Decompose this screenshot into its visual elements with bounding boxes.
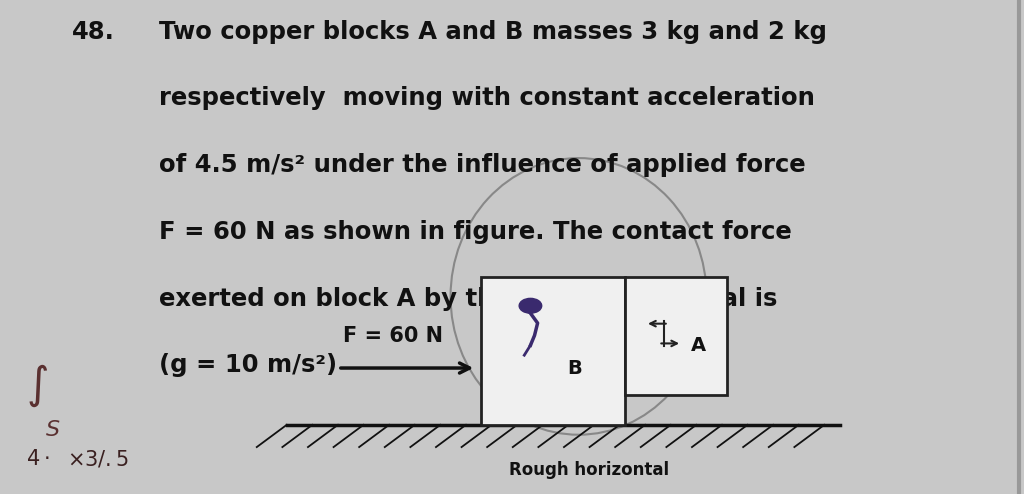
Text: Rough horizontal: Rough horizontal: [509, 461, 669, 479]
Text: $\times 3/.5$: $\times 3/.5$: [67, 449, 128, 470]
Text: exerted on block A by the rough horizontal is: exerted on block A by the rough horizont…: [159, 287, 777, 311]
Text: F = 60 N as shown in figure. The contact force: F = 60 N as shown in figure. The contact…: [159, 220, 792, 244]
Text: S: S: [46, 420, 60, 440]
Text: A: A: [691, 336, 706, 355]
Text: Two copper blocks A and B masses 3 kg and 2 kg: Two copper blocks A and B masses 3 kg an…: [159, 20, 826, 44]
Text: F = 60 N: F = 60 N: [343, 326, 443, 346]
Text: (g = 10 m/s²): (g = 10 m/s²): [159, 353, 337, 377]
Bar: [625, 277, 727, 395]
Text: respectively  moving with constant acceleration: respectively moving with constant accele…: [159, 86, 815, 111]
Ellipse shape: [519, 298, 542, 313]
Text: 48.: 48.: [72, 20, 115, 44]
Text: of 4.5 m/s² under the influence of applied force: of 4.5 m/s² under the influence of appli…: [159, 153, 805, 177]
Text: B: B: [567, 359, 582, 378]
Text: $\int$: $\int$: [26, 362, 48, 409]
Bar: [481, 277, 625, 425]
Text: $4\cdot$: $4\cdot$: [26, 450, 49, 469]
